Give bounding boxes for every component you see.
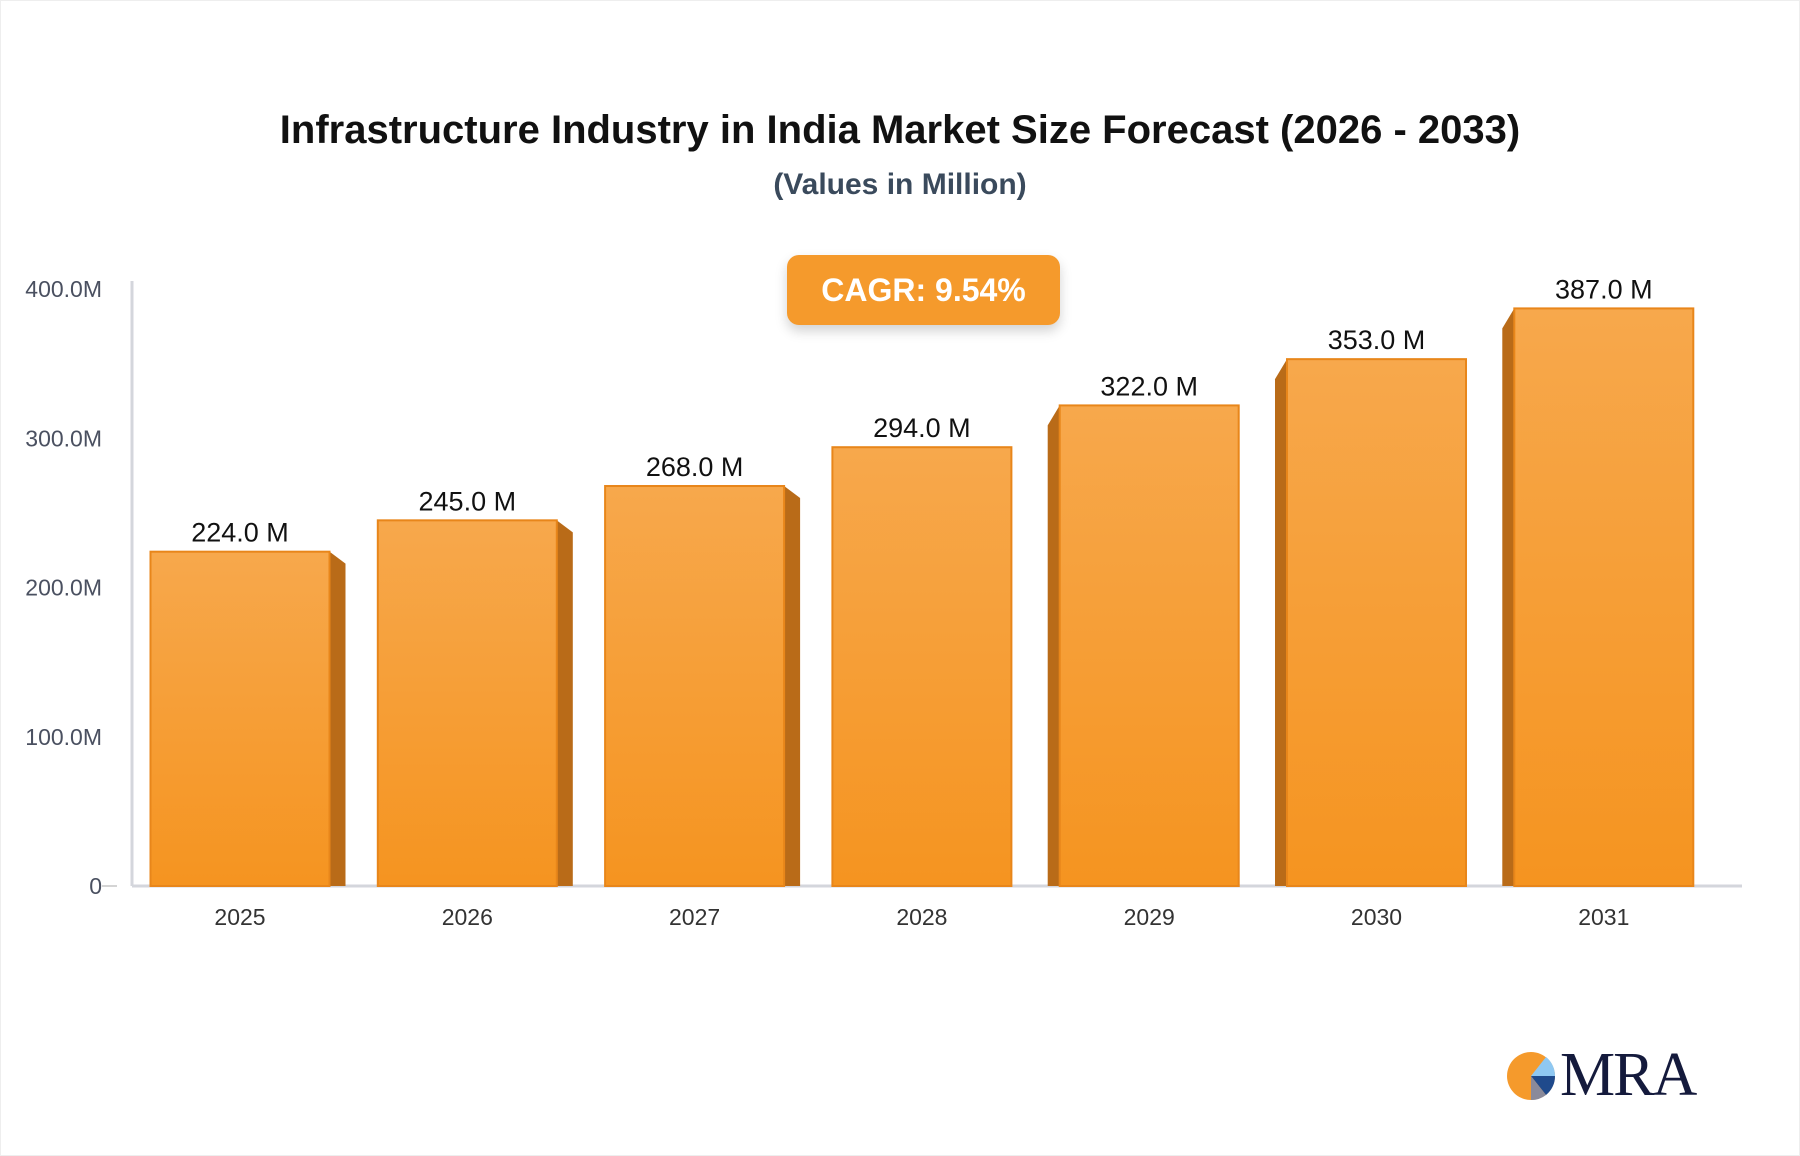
mra-logo: MRA (1506, 1040, 1697, 1111)
data-label: 294.0 M (873, 413, 971, 443)
bar-2031 (1513, 307, 1695, 887)
bar-side (1502, 308, 1515, 887)
bar-side (1047, 405, 1060, 886)
bar-side (784, 486, 801, 886)
bar-2026 (376, 519, 558, 888)
data-label: 353.0 M (1328, 325, 1426, 355)
bar-2028 (831, 446, 1013, 887)
x-tick-label: 2030 (1351, 904, 1402, 930)
cagr-badge: CAGR: 9.54% (787, 255, 1060, 325)
y-tick-label: 400.0M (25, 276, 102, 302)
data-label: 224.0 M (191, 518, 289, 548)
y-tick-label: 300.0M (25, 425, 102, 451)
bar-2025 (149, 550, 331, 887)
bar-side (329, 551, 346, 886)
data-label: 322.0 M (1100, 371, 1198, 401)
bar-2029 (1058, 404, 1240, 887)
chart-title: Infrastructure Industry in India Market … (279, 108, 1521, 152)
logo-text: MRA (1560, 1041, 1697, 1109)
chart-subtitle: (Values in Million) (773, 168, 1027, 201)
bar-2030 (1286, 358, 1467, 887)
data-label: 268.0 M (646, 452, 744, 482)
x-tick-label: 2029 (1124, 904, 1175, 930)
x-tick-label: 2027 (669, 904, 720, 930)
y-tick-label: 0 (89, 873, 102, 899)
bar-side (1275, 359, 1287, 887)
pie-logo-icon (1507, 1051, 1556, 1100)
data-label: 245.0 M (419, 486, 517, 516)
bar-2027 (604, 485, 786, 887)
x-tick-label: 2025 (214, 904, 265, 930)
y-tick-label: 100.0M (25, 724, 102, 750)
data-label: 387.0 M (1555, 274, 1653, 304)
x-tick-label: 2028 (896, 904, 947, 930)
y-tick-label: 200.0M (25, 575, 102, 601)
bar-side (556, 520, 573, 886)
x-tick-label: 2026 (442, 904, 493, 930)
x-tick-label: 2031 (1578, 904, 1629, 930)
